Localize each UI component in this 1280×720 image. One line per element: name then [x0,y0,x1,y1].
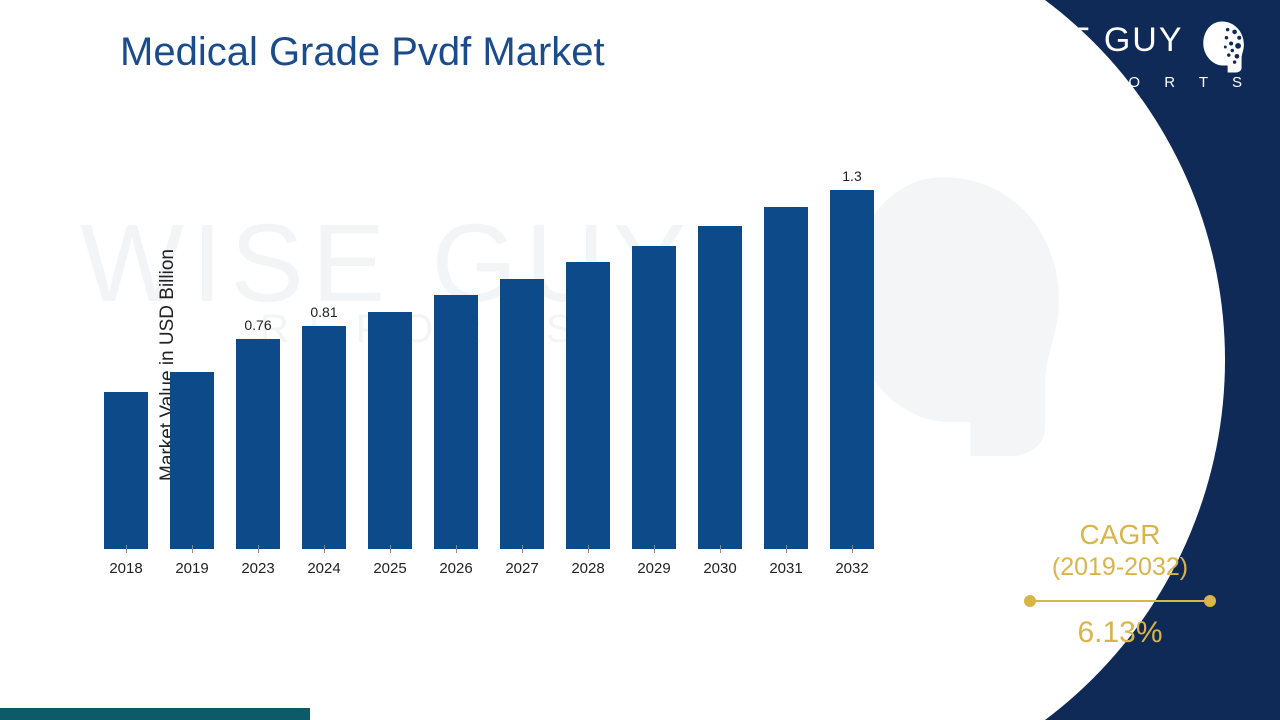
x-tick [324,545,325,553]
x-tick [588,545,589,553]
bar-chart: Market Value in USD Billion 201820192023… [80,150,900,580]
bar [698,226,742,549]
bar [764,207,808,549]
x-tick [192,545,193,553]
x-axis-label: 2030 [690,560,750,577]
x-tick [852,545,853,553]
x-tick [786,545,787,553]
x-tick [720,545,721,553]
cagr-title: CAGR [1000,519,1240,551]
logo-head-icon [1194,18,1252,76]
x-tick [390,545,391,553]
x-tick [654,545,655,553]
bottom-strip [0,708,310,720]
x-tick [126,545,127,553]
bar [830,190,874,549]
x-axis-label: 2032 [822,560,882,577]
x-axis-label: 2031 [756,560,816,577]
x-tick [456,545,457,553]
x-tick [258,545,259,553]
x-tick [522,545,523,553]
bar [104,392,148,549]
bar [566,262,610,549]
x-axis-label: 2025 [360,560,420,577]
x-axis-label: 2019 [162,560,222,577]
x-axis-label: 2028 [558,560,618,577]
bar-value-label: 1.3 [822,168,882,184]
bar [236,339,280,549]
bar [434,295,478,549]
x-axis-label: 2029 [624,560,684,577]
x-axis-label: 2026 [426,560,486,577]
plot-area: 2018201920230.7620240.812025202620272028… [98,150,898,550]
bar-value-label: 0.76 [228,317,288,333]
bar [170,372,214,549]
cagr-range: (2019-2032) [1000,553,1240,582]
chart-title: Medical Grade Pvdf Market [120,30,605,75]
x-axis-label: 2023 [228,560,288,577]
logo: WISE GUY R E P O R T S [998,18,1252,91]
logo-text-line1: WISE GUY [998,21,1184,59]
cagr-box: CAGR (2019-2032) 6.13% [1000,519,1240,650]
cagr-divider [1030,600,1210,602]
logo-text-line2: R E P O R T S [998,74,1252,91]
bar [368,312,412,549]
cagr-value: 6.13% [1000,616,1240,650]
x-axis-label: 2018 [96,560,156,577]
x-axis-label: 2024 [294,560,354,577]
bar-value-label: 0.81 [294,304,354,320]
bar [302,326,346,549]
bar [632,246,676,549]
bar [500,279,544,549]
x-axis-label: 2027 [492,560,552,577]
